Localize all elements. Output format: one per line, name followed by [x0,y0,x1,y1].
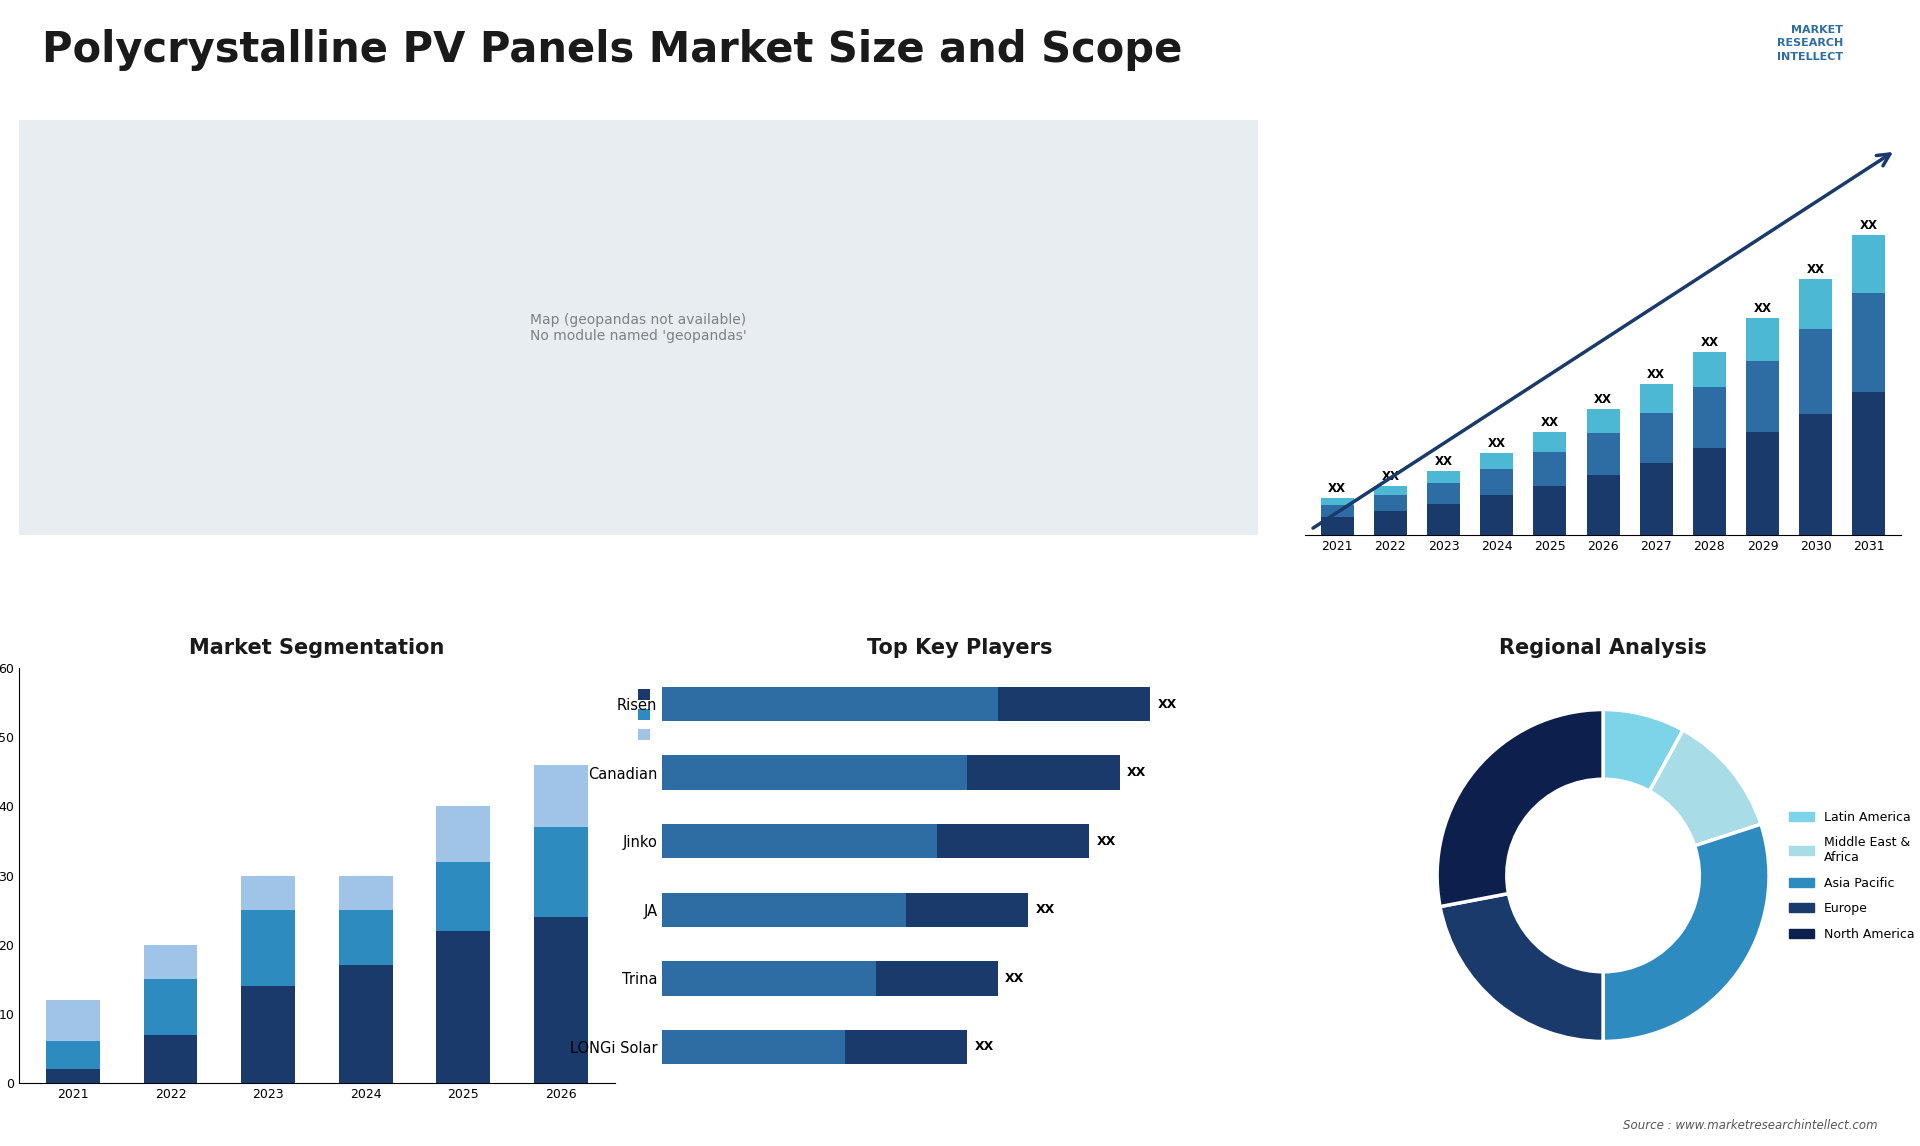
Bar [662,1030,845,1065]
Bar [338,876,392,910]
Text: XX: XX [1594,393,1613,406]
Bar [1534,452,1567,486]
Bar [436,807,490,862]
Text: XX: XX [1753,303,1772,315]
Bar [1427,484,1459,504]
Wedge shape [1436,709,1603,906]
Bar [1640,413,1672,463]
Bar [1745,432,1780,535]
Legend: Latin America, Middle East &
Africa, Asia Pacific, Europe, North America: Latin America, Middle East & Africa, Asi… [1784,806,1920,945]
Bar [1586,474,1620,535]
Wedge shape [1603,709,1684,791]
Bar [534,917,588,1083]
Text: XX: XX [1701,336,1718,350]
Text: XX: XX [1380,470,1400,482]
Bar [662,686,998,721]
Bar [968,755,1119,790]
Bar [1693,387,1726,448]
Bar [1745,319,1780,361]
FancyBboxPatch shape [19,120,1258,535]
Bar [876,961,998,996]
Bar [1640,384,1672,413]
Text: XX: XX [1860,219,1878,231]
Bar [1480,453,1513,469]
Bar [242,910,296,987]
Bar [1693,448,1726,535]
Text: XX: XX [1329,481,1346,495]
Bar [1427,471,1459,484]
Bar [1480,469,1513,495]
Bar [1853,235,1885,292]
Bar [906,893,1029,927]
Text: XX: XX [1035,903,1054,917]
Bar [1375,486,1407,495]
Wedge shape [1649,730,1761,846]
Bar [144,1035,198,1083]
Bar [1534,486,1567,535]
Title: Regional Analysis: Regional Analysis [1500,638,1707,658]
Title: Top Key Players: Top Key Players [868,638,1052,658]
Bar [1375,511,1407,535]
Text: XX: XX [1488,437,1505,449]
Bar [46,1000,100,1042]
Title: Market Segmentation: Market Segmentation [190,638,445,658]
Bar [1427,504,1459,535]
Bar [534,827,588,917]
Text: XX: XX [975,1041,995,1053]
Wedge shape [1440,894,1603,1042]
Bar [436,862,490,931]
Text: XX: XX [1158,698,1177,711]
Bar [46,1042,100,1069]
Bar [937,824,1089,858]
Bar [534,764,588,827]
Bar [1586,409,1620,433]
Bar [144,944,198,979]
Text: XX: XX [1434,455,1453,468]
Bar [1586,433,1620,474]
Bar [1321,517,1354,535]
Text: MARKET
RESEARCH
INTELLECT: MARKET RESEARCH INTELLECT [1776,25,1843,62]
Bar [1321,505,1354,517]
Text: XX: XX [1127,767,1146,779]
Bar [1799,414,1832,535]
Bar [242,987,296,1083]
Bar [46,1069,100,1083]
Text: XX: XX [1542,416,1559,429]
Bar [1375,495,1407,511]
Bar [662,755,968,790]
Bar [662,824,937,858]
Bar [662,893,906,927]
Text: XX: XX [1807,264,1824,276]
Legend: Type, Application, Geography: Type, Application, Geography [634,683,743,747]
Text: Source : www.marketresearchintellect.com: Source : www.marketresearchintellect.com [1622,1120,1878,1132]
Bar [242,876,296,910]
Bar [338,910,392,965]
Bar [144,979,198,1035]
Bar [1853,392,1885,535]
Text: Map (geopandas not available)
No module named 'geopandas': Map (geopandas not available) No module … [530,313,747,343]
Text: Polycrystalline PV Panels Market Size and Scope: Polycrystalline PV Panels Market Size an… [42,29,1183,71]
Bar [1534,432,1567,452]
Bar [845,1030,968,1065]
Text: XX: XX [1647,368,1665,380]
Bar [1480,495,1513,535]
Bar [1693,352,1726,387]
Bar [1745,361,1780,432]
Wedge shape [1603,824,1768,1042]
Text: XX: XX [1096,834,1116,848]
Bar [1640,463,1672,535]
Bar [338,965,392,1083]
Bar [436,931,490,1083]
Bar [1853,292,1885,392]
Text: XX: XX [1006,972,1025,984]
Bar [662,961,876,996]
Bar [1321,497,1354,505]
Bar [1799,280,1832,329]
Bar [998,686,1150,721]
Bar [1799,329,1832,414]
